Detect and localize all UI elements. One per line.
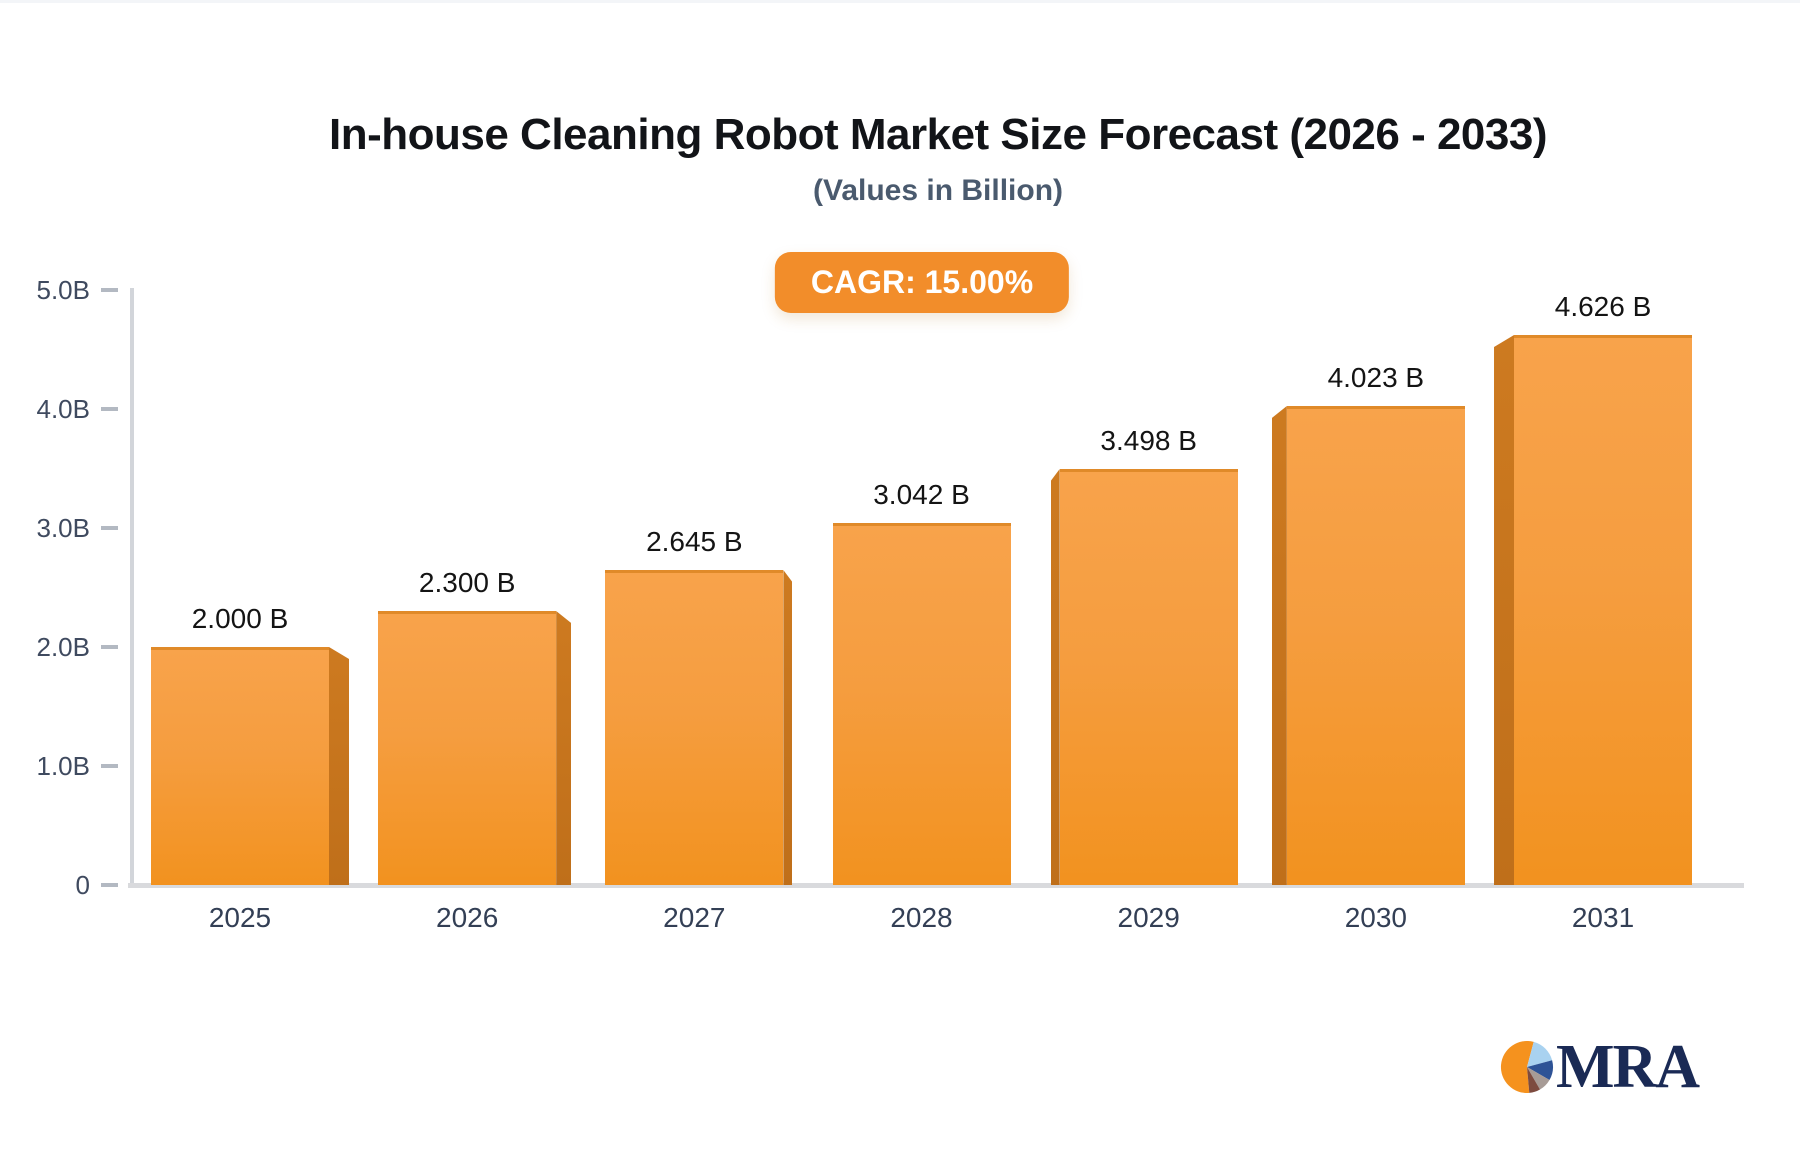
bar-value-label-2027: 2.645 B xyxy=(646,526,743,557)
bar-3d-side-2027 xyxy=(783,570,793,885)
x-axis-label-2031: 2031 xyxy=(1571,902,1635,933)
x-axis-label-2029: 2029 xyxy=(1117,902,1180,933)
y-tick-label: 3.0B xyxy=(36,513,91,543)
y-tick-mark xyxy=(101,526,118,530)
x-axis-label-2030: 2030 xyxy=(1344,902,1407,933)
pie-chart-logo-icon xyxy=(1500,1041,1553,1094)
y-tick-label: 5.0B xyxy=(36,275,91,305)
bar-2027 xyxy=(605,570,784,885)
bar-2028 xyxy=(832,523,1011,885)
y-tick-mark xyxy=(101,645,118,649)
cagr-badge: CAGR: 15.00% xyxy=(774,252,1070,313)
x-axis-label-2028: 2028 xyxy=(890,902,953,933)
x-axis-label-2026: 2026 xyxy=(436,902,499,933)
bar-2031 xyxy=(1514,335,1693,885)
brand-logo-text: MRA xyxy=(1556,1033,1700,1101)
bar-value-label-2030: 4.023 B xyxy=(1327,362,1425,393)
bar-2025 xyxy=(151,647,329,885)
x-axis-label-2027: 2027 xyxy=(663,902,726,933)
chart-subtitle: (Values in Billion) xyxy=(812,174,1064,207)
bar-3d-side-2025 xyxy=(329,647,349,885)
x-axis-line xyxy=(128,883,1744,888)
y-tick-mark xyxy=(101,764,118,768)
bar-2029 xyxy=(1059,469,1238,885)
y-tick-mark xyxy=(101,407,118,411)
chart-title: In-house Cleaning Robot Market Size Fore… xyxy=(329,110,1548,159)
bar-value-label-2031: 4.626 B xyxy=(1554,291,1652,322)
y-tick-label: 1.0B xyxy=(36,751,91,781)
bar-value-label-2025: 2.000 B xyxy=(191,603,289,634)
bar-value-label-2029: 3.498 B xyxy=(1100,425,1197,456)
y-tick-label: 2.0B xyxy=(36,632,91,662)
y-tick-label: 0 xyxy=(75,870,90,900)
bar-3d-side-2029 xyxy=(1050,469,1060,885)
bar-3d-side-2031 xyxy=(1494,335,1515,885)
bar-3d-side-2026 xyxy=(556,611,572,885)
brand-logo: MRA xyxy=(1500,1033,1700,1101)
bar-2030 xyxy=(1286,406,1465,885)
y-tick-mark xyxy=(101,883,118,887)
bar-value-label-2028: 3.042 B xyxy=(873,479,970,510)
y-tick-mark xyxy=(101,288,118,292)
top-border-strip xyxy=(0,0,1800,3)
x-axis-label-2025: 2025 xyxy=(208,902,272,933)
bar-2026 xyxy=(378,611,557,885)
bar-3d-side-2030 xyxy=(1271,406,1287,885)
bar-value-label-2026: 2.300 B xyxy=(418,567,516,598)
y-axis-line xyxy=(130,288,134,886)
y-tick-label: 4.0B xyxy=(36,394,91,424)
